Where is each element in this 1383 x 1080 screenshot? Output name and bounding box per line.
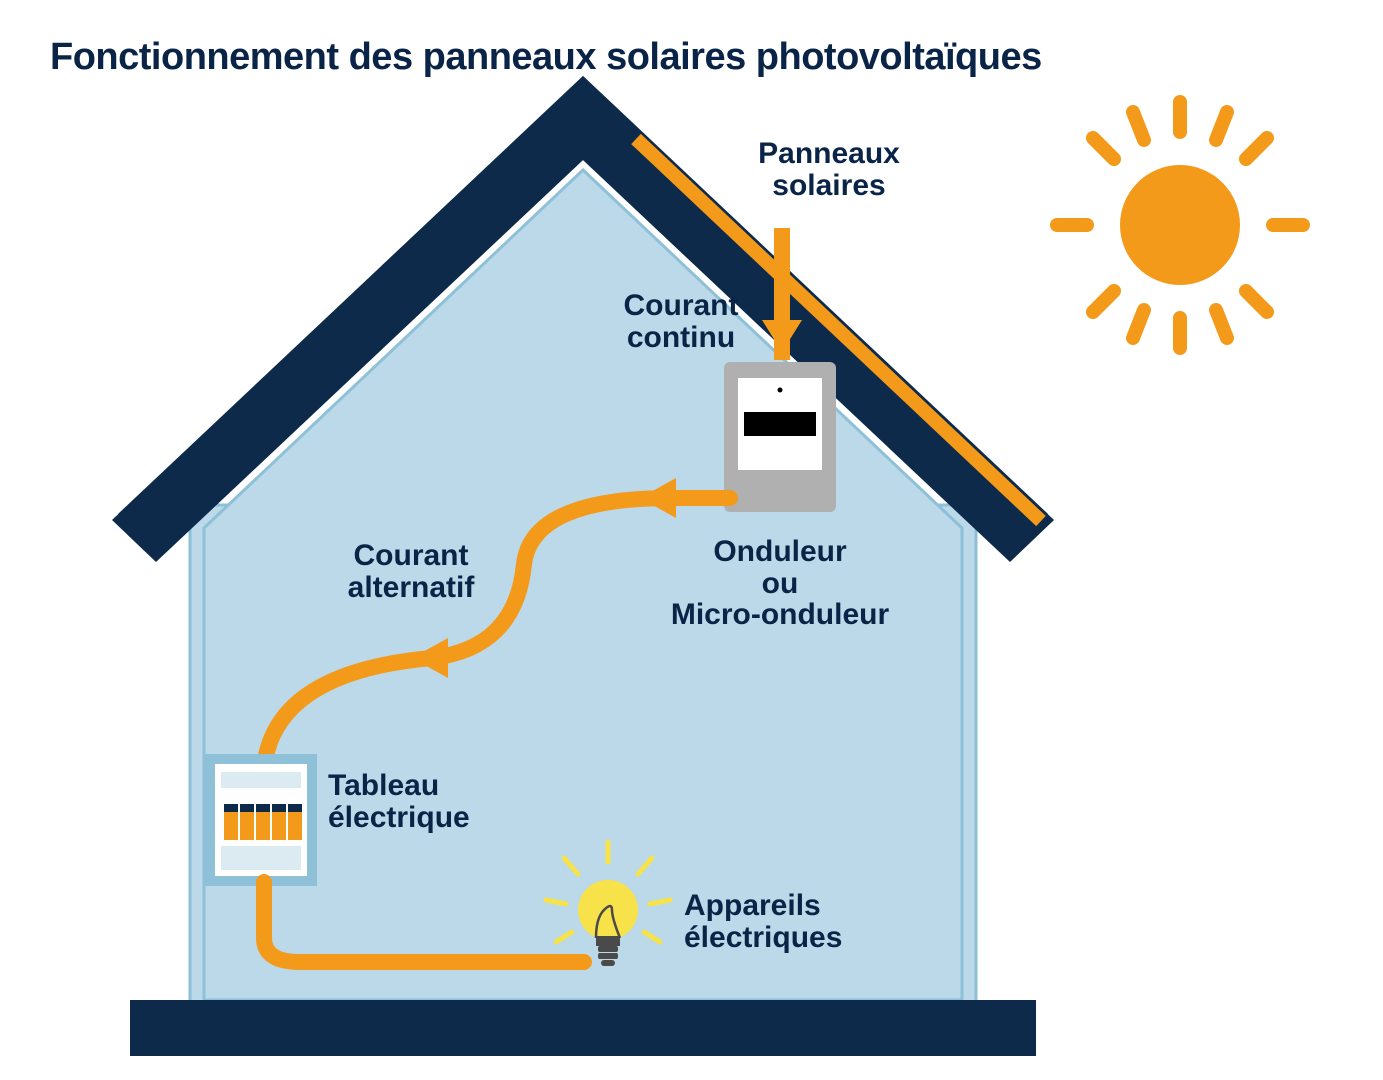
inverter-icon: [724, 362, 836, 512]
label-tableau-text: Tableau électrique: [328, 769, 470, 834]
label-appareils: Appareils électriques: [684, 890, 924, 953]
label-courant-continu: Courant continu: [586, 290, 776, 353]
diagram-stage: Fonctionnement des panneaux solaires pho…: [0, 0, 1383, 1080]
label-panneaux-text: Panneaux solaires: [758, 137, 900, 202]
electrical-board-icon: [205, 754, 317, 886]
label-panneaux: Panneaux solaires: [724, 138, 934, 201]
sun-icon: [1057, 102, 1303, 348]
ground-bar-top: [130, 1000, 1036, 1056]
label-onduleur-text: Onduleur ou Micro-onduleur: [671, 535, 889, 631]
label-appareils-text: Appareils électriques: [684, 889, 842, 954]
label-tableau: Tableau électrique: [328, 770, 548, 833]
label-courant-alternatif: Courant alternatif: [306, 540, 516, 603]
label-onduleur: Onduleur ou Micro-onduleur: [620, 536, 940, 631]
label-cc-text: Courant continu: [624, 289, 739, 354]
label-ca-text: Courant alternatif: [348, 539, 475, 604]
